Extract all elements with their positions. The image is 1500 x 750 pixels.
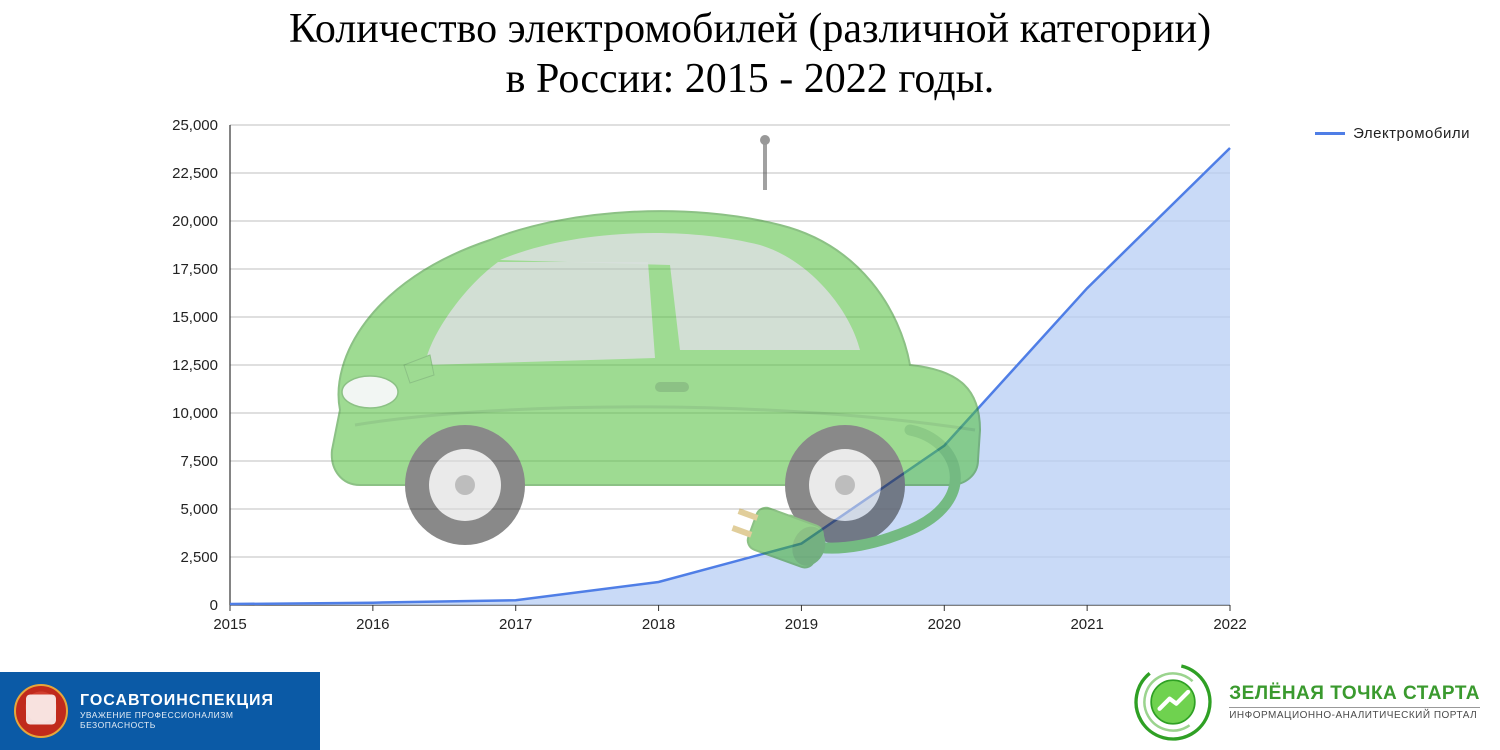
legend-label: Электромобили [1353, 125, 1470, 142]
footer: ГОСАВТОИНСПЕКЦИЯ УВАЖЕНИЕ ПРОФЕССИОНАЛИЗ… [0, 670, 1500, 750]
svg-text:15,000: 15,000 [172, 309, 218, 326]
area-chart: 0 2,500 5,000 7,500 10,000 12,500 15,000 17,500… [0, 105, 1500, 665]
svg-text:2016: 2016 [356, 616, 389, 633]
svg-text:25,000: 25,000 [172, 117, 218, 134]
svg-text:20,000: 20,000 [172, 213, 218, 230]
chart-title: Количество электромобилей (различной кат… [0, 0, 1500, 105]
svg-text:7,500: 7,500 [180, 453, 218, 470]
logo-right-line1: ЗЕЛЁНАЯ ТОЧКА СТАРТА [1229, 683, 1480, 705]
logo-left-line1: ГОСАВТОИНСПЕКЦИЯ [80, 692, 306, 710]
logo-zelenaya-tochka: ЗЕЛЁНАЯ ТОЧКА СТАРТА ИНФОРМАЦИОННО-АНАЛИ… [1131, 660, 1480, 744]
logo-right-text: ЗЕЛЁНАЯ ТОЧКА СТАРТА ИНФОРМАЦИОННО-АНАЛИ… [1229, 683, 1480, 721]
svg-text:5,000: 5,000 [180, 501, 218, 518]
gai-emblem-icon [14, 684, 68, 738]
logo-left-line2: УВАЖЕНИЕ ПРОФЕССИОНАЛИЗМ БЕЗОПАСНОСТЬ [80, 710, 306, 730]
svg-text:2019: 2019 [785, 616, 818, 633]
svg-text:2015: 2015 [213, 616, 246, 633]
svg-text:22,500: 22,500 [172, 165, 218, 182]
svg-text:2022: 2022 [1213, 616, 1246, 633]
logo-gosavtoinspektsia: ГОСАВТОИНСПЕКЦИЯ УВАЖЕНИЕ ПРОФЕССИОНАЛИЗ… [0, 672, 320, 750]
legend-swatch [1315, 132, 1345, 135]
chart-container: 0 2,500 5,000 7,500 10,000 12,500 15,000 17,500… [0, 105, 1500, 665]
svg-text:2017: 2017 [499, 616, 532, 633]
title-line1: Количество электромобилей (различной кат… [289, 6, 1211, 52]
svg-text:2021: 2021 [1070, 616, 1103, 633]
title-line2: в России: 2015 - 2022 годы. [506, 56, 995, 102]
logo-left-text: ГОСАВТОИНСПЕКЦИЯ УВАЖЕНИЕ ПРОФЕССИОНАЛИЗ… [80, 692, 306, 730]
svg-text:2020: 2020 [928, 616, 961, 633]
logo-right-line2: ИНФОРМАЦИОННО-АНАЛИТИЧЕСКИЙ ПОРТАЛ [1229, 707, 1480, 721]
svg-text:10,000: 10,000 [172, 405, 218, 422]
chart-legend: Электромобили [1315, 125, 1470, 142]
svg-text:17,500: 17,500 [172, 261, 218, 278]
svg-text:2,500: 2,500 [180, 549, 218, 566]
svg-text:12,500: 12,500 [172, 357, 218, 374]
svg-text:0: 0 [210, 597, 218, 614]
svg-text:2018: 2018 [642, 616, 675, 633]
green-start-icon [1131, 660, 1215, 744]
